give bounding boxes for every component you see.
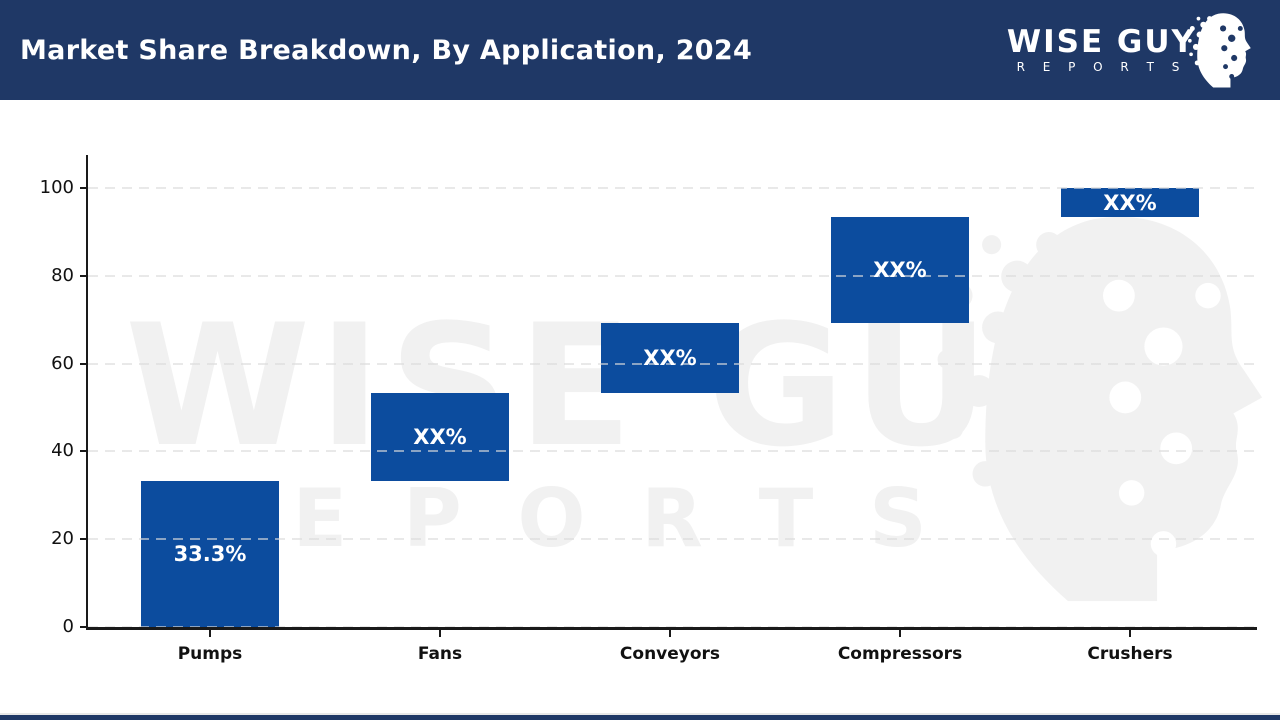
bars-layer	[0, 100, 1280, 713]
xtick-compressors	[899, 629, 901, 637]
watermark-head-icon	[937, 216, 1263, 602]
logo-wordmark: WISE GUY	[1006, 24, 1196, 61]
ytick-label-0: 0	[62, 616, 74, 637]
bar-conveyors	[601, 322, 739, 393]
bar-labels-layer: 33.3% XX% XX% XX% XX%	[0, 100, 1280, 713]
ytick-80	[80, 274, 88, 277]
ytick-40	[80, 450, 88, 453]
y-axis	[86, 155, 88, 629]
ytick-label-60: 60	[51, 352, 74, 374]
footer-bar	[0, 713, 1280, 720]
x-axis	[86, 627, 1257, 630]
header: Market Share Breakdown, By Application, …	[0, 0, 1280, 100]
category-label-compressors: Compressors	[837, 644, 963, 664]
ytick-label-80: 80	[51, 264, 74, 286]
ytick-label-40: 40	[51, 440, 74, 462]
xtick-conveyors	[669, 629, 671, 637]
ytick-0	[80, 626, 88, 628]
bar-label-crushers: XX%	[1103, 190, 1157, 215]
ytick-100	[80, 187, 88, 189]
gridline-100	[88, 187, 1257, 189]
bar-label-compressors: XX%	[873, 258, 927, 283]
category-label-fans: Fans	[417, 644, 463, 664]
category-label-crushers: Crushers	[1087, 644, 1173, 664]
chart-area: WISE GUY R E P O R T S 33.3% XX% XX% XX% XX%…	[0, 100, 1280, 713]
ytick-60	[80, 362, 88, 365]
logo-text: WISE GUY R E P O R T S	[1007, 26, 1196, 74]
ytick-label-20: 20	[51, 528, 74, 550]
wiseguy-head-icon	[1188, 13, 1251, 88]
xtick-fans	[439, 629, 441, 637]
gridline-40	[88, 450, 1257, 453]
bar-fans	[371, 393, 509, 481]
bar-label-pumps: 33.3%	[173, 541, 247, 566]
chart-title: Market Share Breakdown, By Application, …	[20, 34, 753, 66]
watermark-subtext: R E P O R T S	[175, 472, 941, 565]
logo-subtext: R E P O R T S	[1016, 59, 1187, 74]
category-label-pumps: Pumps	[177, 644, 243, 664]
gridline-60	[88, 362, 1257, 365]
xtick-pumps	[209, 629, 211, 637]
bar-label-fans: XX%	[413, 424, 467, 449]
gridline-20	[88, 538, 1257, 541]
bar-compressors	[831, 217, 969, 323]
wiseguy-logo: WISE GUY R E P O R T S	[1007, 10, 1254, 90]
bar-crushers	[1061, 188, 1199, 218]
axes-layer: 0 20 40 60 80 100 Pumps Fans Conveyors Compressor…	[0, 100, 1280, 713]
bar-label-conveyors: XX%	[643, 345, 697, 370]
ytick-20	[80, 538, 88, 541]
gridline-80	[88, 274, 1257, 277]
xtick-crushers	[1129, 629, 1131, 637]
bar-pumps	[141, 480, 279, 627]
category-label-conveyors: Conveyors	[619, 644, 721, 664]
ytick-label-100: 100	[39, 177, 74, 198]
